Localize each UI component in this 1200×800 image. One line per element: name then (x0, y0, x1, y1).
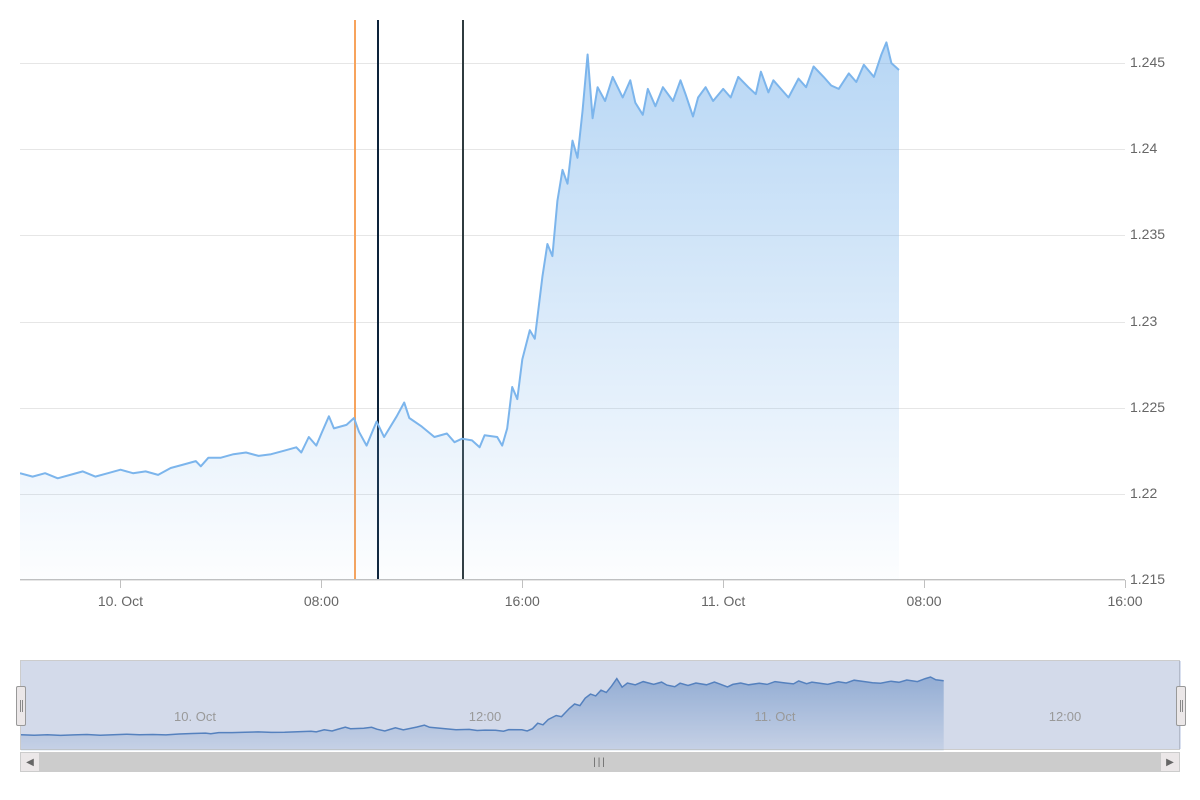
y-tick-label: 1.235 (1130, 226, 1190, 242)
y-tick-label: 1.23 (1130, 313, 1190, 329)
x-tick-mark (1125, 580, 1126, 588)
navigator-tick-label: 12:00 (469, 709, 502, 724)
x-tick-mark (321, 580, 322, 588)
scrollbar[interactable]: ◀ ||| ▶ (20, 752, 1180, 772)
navigator-tick-label: 10. Oct (174, 709, 216, 724)
navigator-tick-label: 11. Oct (755, 709, 796, 724)
x-tick-label: 11. Oct (701, 593, 745, 609)
x-tick-mark (924, 580, 925, 588)
x-tick-label: 08:00 (304, 593, 339, 609)
area-series (20, 20, 1125, 580)
navigator-handle-right[interactable] (1176, 686, 1186, 726)
navigator-handle-left[interactable] (16, 686, 26, 726)
navigator-mask[interactable] (21, 661, 1181, 749)
y-tick-label: 1.22 (1130, 485, 1190, 501)
y-axis: 1.2151.221.2251.231.2351.241.245 (1130, 20, 1190, 580)
grid-line (20, 580, 1125, 581)
x-tick-mark (120, 580, 121, 588)
y-tick-label: 1.225 (1130, 399, 1190, 415)
y-tick-label: 1.245 (1130, 54, 1190, 70)
scroll-track[interactable]: ||| (39, 753, 1161, 771)
scroll-rifles-icon: ||| (593, 757, 607, 768)
x-tick-label: 10. Oct (98, 593, 143, 609)
x-tick-label: 08:00 (907, 593, 942, 609)
scroll-right-button[interactable]: ▶ (1161, 753, 1179, 771)
y-tick-label: 1.215 (1130, 571, 1190, 587)
x-tick-mark (723, 580, 724, 588)
financial-chart: 1.215 1.22 1.225 1.23 1.235 1.24 1.245 10. Oct… (0, 0, 1200, 800)
x-tick-label: 16:00 (1107, 593, 1142, 609)
x-tick-mark (522, 580, 523, 588)
main-plot-area[interactable] (20, 20, 1125, 580)
navigator-tick-label: 12:00 (1049, 709, 1082, 724)
scroll-left-button[interactable]: ◀ (21, 753, 39, 771)
navigator[interactable]: 10. Oct 12:00 11. Oct 12:00 (20, 660, 1180, 750)
x-tick-label: 16:00 (505, 593, 540, 609)
x-axis: 10. Oct08:0016:0011. Oct08:0016:00 (20, 585, 1125, 615)
y-tick-label: 1.24 (1130, 140, 1190, 156)
